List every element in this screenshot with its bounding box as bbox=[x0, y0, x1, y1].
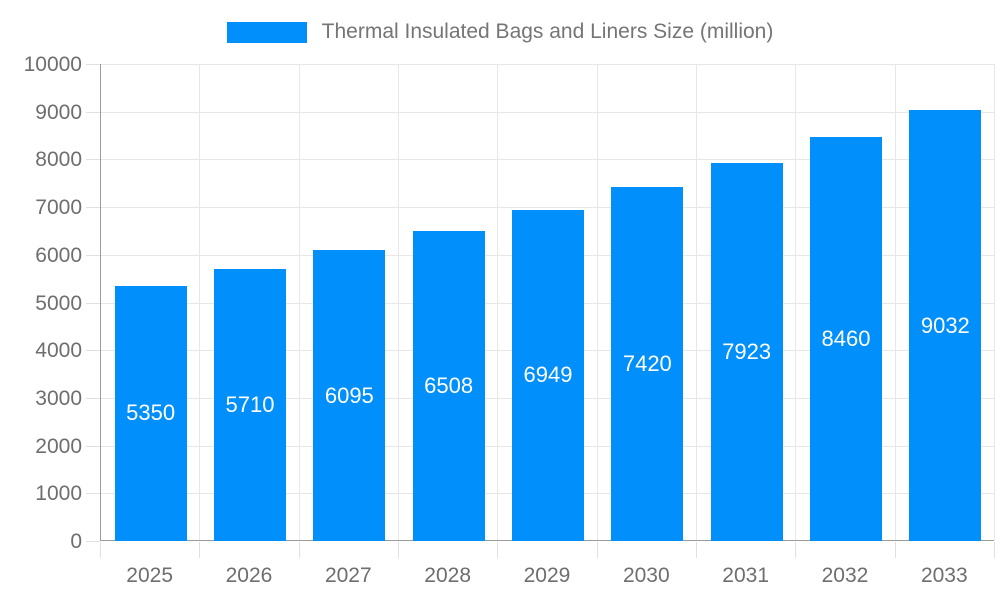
plot-area: 5350 5710 6095 6508 6949 7420 7923 8460 9032 bbox=[100, 64, 995, 541]
x-axis-tick bbox=[795, 542, 797, 558]
y-axis-tick bbox=[86, 159, 100, 161]
y-tick-label: 1000 bbox=[35, 482, 82, 506]
x-axis-tick bbox=[298, 542, 300, 558]
x-axis-tick bbox=[398, 542, 399, 558]
x-tick-label: 2031 bbox=[722, 564, 770, 587]
legend-label: Thermal Insulated Bags and Liners Size (… bbox=[321, 20, 774, 43]
y-gridline bbox=[101, 64, 994, 65]
bar-value-label: 6949 bbox=[523, 362, 573, 388]
x-tick-label: 2030 bbox=[622, 564, 670, 587]
bar: 8460 bbox=[810, 137, 882, 541]
y-axis-tick bbox=[86, 254, 100, 256]
bar: 5350 bbox=[114, 285, 187, 541]
y-tick-label: 10000 bbox=[23, 53, 82, 76]
bar-value-label: 7923 bbox=[722, 339, 772, 365]
bar-value-label: 5350 bbox=[126, 400, 176, 426]
x-tick-label: 2027 bbox=[324, 564, 372, 587]
y-gridline bbox=[101, 207, 994, 209]
x-tick-label: 2028 bbox=[424, 564, 472, 587]
y-tick-label: 5000 bbox=[35, 291, 82, 315]
bar-value-label: 9032 bbox=[920, 312, 970, 338]
y-gridline bbox=[101, 111, 994, 113]
legend-marker-icon bbox=[226, 21, 307, 43]
bar: 6095 bbox=[313, 250, 386, 541]
bar: 6949 bbox=[512, 209, 584, 541]
bar: 5710 bbox=[214, 268, 286, 541]
y-axis-tick bbox=[86, 207, 100, 209]
bar-value-label: 5710 bbox=[225, 391, 275, 417]
x-tick-label: 2029 bbox=[523, 564, 571, 587]
y-axis-tick bbox=[86, 350, 100, 352]
y-tick-label: 2000 bbox=[35, 434, 82, 458]
x-gridline bbox=[497, 64, 499, 540]
x-gridline bbox=[298, 64, 300, 540]
y-tick-label: 3000 bbox=[35, 386, 82, 410]
y-axis-tick bbox=[86, 302, 100, 304]
x-axis-tick bbox=[199, 542, 201, 558]
y-gridline bbox=[101, 159, 994, 161]
x-tick-label: 2032 bbox=[821, 564, 869, 587]
x-gridline bbox=[596, 64, 598, 540]
bar: 7923 bbox=[710, 163, 783, 541]
y-tick-label: 4000 bbox=[35, 339, 82, 363]
y-tick-label: 7000 bbox=[35, 196, 82, 220]
x-axis-tick bbox=[994, 542, 995, 558]
y-tick-label: 0 bbox=[70, 530, 82, 553]
y-axis-tick bbox=[86, 493, 100, 495]
x-gridline bbox=[696, 64, 697, 540]
x-tick-label: 2026 bbox=[225, 564, 273, 587]
bar: 7420 bbox=[611, 187, 684, 541]
legend[interactable]: Thermal Insulated Bags and Liners Size (… bbox=[0, 20, 1000, 44]
y-axis-tick bbox=[86, 64, 100, 65]
bar-value-label: 6508 bbox=[424, 372, 474, 398]
y-tick-label: 9000 bbox=[35, 100, 82, 124]
x-gridline bbox=[994, 64, 995, 540]
bar-value-label: 7420 bbox=[622, 351, 672, 377]
y-axis-tick bbox=[86, 445, 100, 447]
x-tick-label: 2025 bbox=[126, 564, 174, 587]
y-axis-tick bbox=[86, 541, 100, 542]
bar-value-label: 8460 bbox=[821, 326, 871, 352]
x-axis-tick bbox=[596, 542, 598, 558]
x-axis-tick bbox=[100, 542, 101, 558]
y-axis-tick bbox=[86, 397, 100, 399]
x-axis-tick bbox=[696, 542, 697, 558]
bar-value-label: 6095 bbox=[324, 382, 374, 408]
y-tick-label: 8000 bbox=[35, 148, 82, 172]
bar: 6508 bbox=[412, 230, 485, 541]
y-axis-tick bbox=[86, 111, 100, 113]
x-gridline bbox=[398, 64, 399, 540]
x-axis-tick bbox=[497, 542, 499, 558]
x-gridline bbox=[894, 64, 896, 540]
y-tick-label: 6000 bbox=[35, 243, 82, 267]
bar: 9032 bbox=[909, 110, 982, 541]
x-tick-label: 2033 bbox=[920, 564, 968, 587]
x-axis-tick bbox=[894, 542, 896, 558]
x-gridline bbox=[795, 64, 797, 540]
x-gridline bbox=[199, 64, 201, 540]
